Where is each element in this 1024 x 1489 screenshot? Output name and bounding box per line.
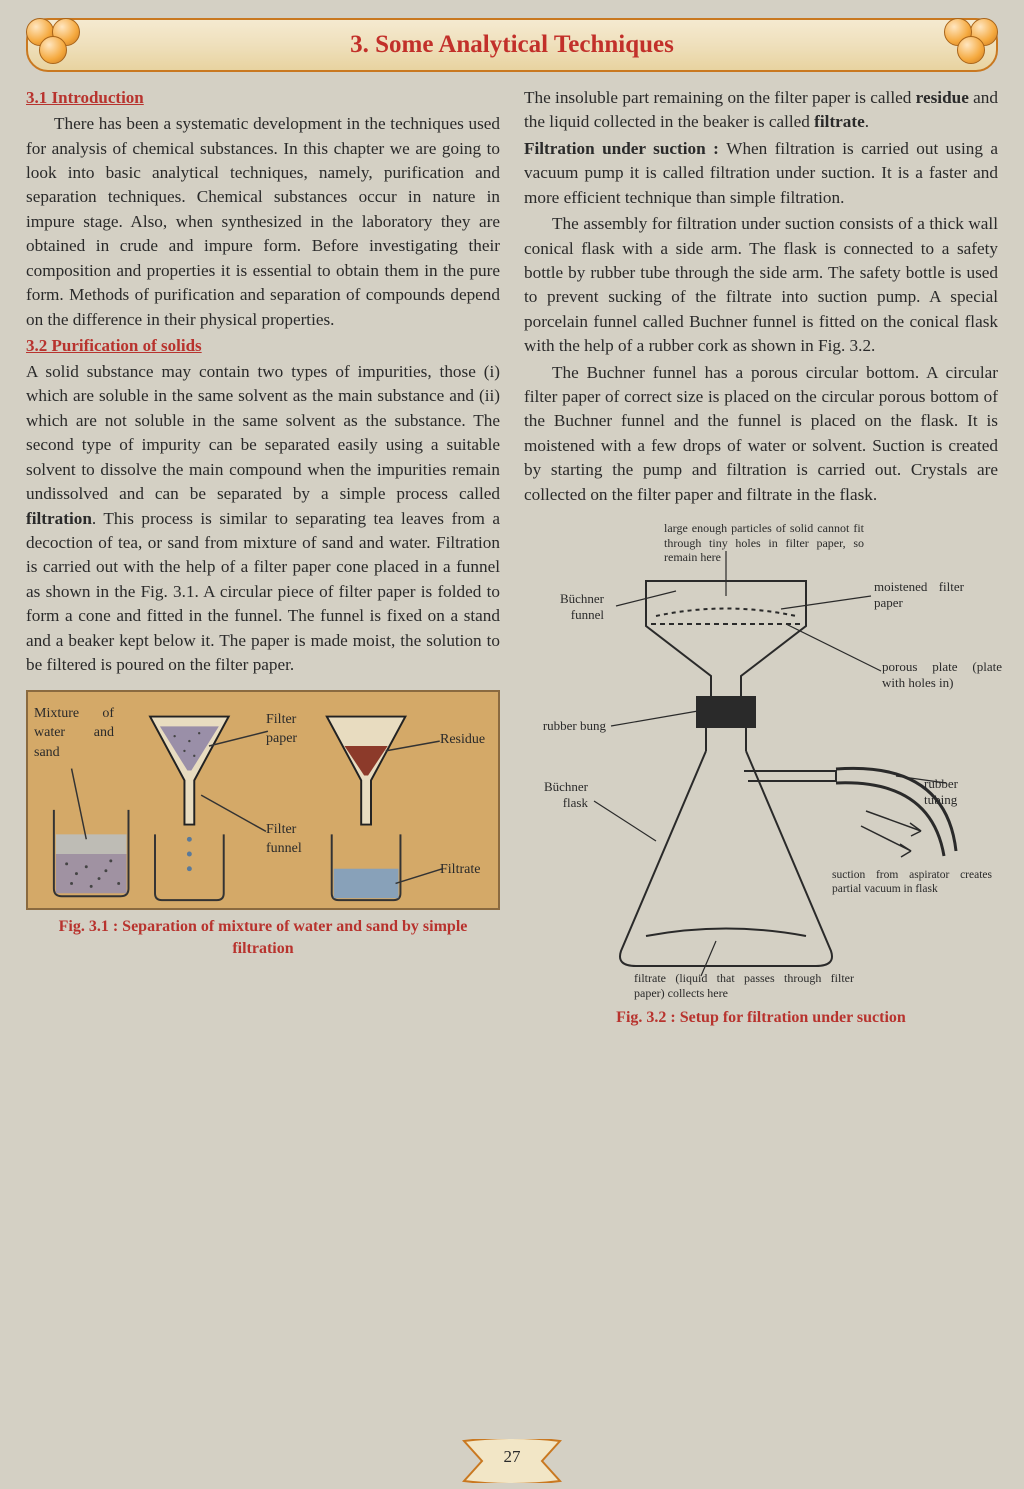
section-3-1-heading: 3.1 Introduction xyxy=(26,86,500,110)
fig32-label-suction-note: suction from aspirator creates partial v… xyxy=(832,869,992,897)
section-3-2-paragraph: A solid substance may contain two types … xyxy=(26,360,500,677)
decoration-bubbles-left xyxy=(22,12,102,62)
right-column: The insoluble part remaining on the filt… xyxy=(524,86,998,1030)
fig31-label-filter-paper: Filter paper xyxy=(266,710,326,750)
fig31-label-residue: Residue xyxy=(440,730,485,750)
term-filtration-under-suction: Filtration under suction : xyxy=(524,139,726,158)
fig31-label-filtrate: Filtrate xyxy=(440,860,480,880)
text: A solid substance may contain two types … xyxy=(26,362,500,503)
term-residue: residue xyxy=(916,88,969,107)
figure-3-1: Mixture of water and sand Filter paper F… xyxy=(26,690,500,910)
page-number-badge: 27 xyxy=(462,1439,562,1483)
col2-para-4: The Buchner funnel has a porous circular… xyxy=(524,361,998,508)
col2-para-2: Filtration under suction : When filtrati… xyxy=(524,137,998,210)
body-columns: 3.1 Introduction There has been a system… xyxy=(26,86,998,1030)
fig31-label-filter-funnel: Filter funnel xyxy=(266,820,326,860)
text: . This process is similar to separating … xyxy=(26,509,500,675)
fig32-label-moist-paper: moistened filter paper xyxy=(874,579,964,610)
figure-3-1-caption: Fig. 3.1 : Separation of mixture of wate… xyxy=(26,916,500,961)
fig32-label-filtrate-note: filtrate (liquid that passes through fil… xyxy=(634,971,854,1000)
col2-para-1: The insoluble part remaining on the filt… xyxy=(524,86,998,135)
fig32-label-porous-plate: porous plate (plate with holes in) xyxy=(882,659,1002,690)
section-3-1-paragraph: There has been a systematic development … xyxy=(26,112,500,332)
fig32-label-buchner-flask: Büchner flask xyxy=(528,779,588,810)
decoration-bubbles-right xyxy=(922,12,1002,62)
chapter-title-banner: 3. Some Analytical Techniques xyxy=(26,18,998,72)
fig31-label-mixture: Mixture of water and sand xyxy=(34,704,114,764)
left-column: 3.1 Introduction There has been a system… xyxy=(26,86,500,1030)
chapter-title: 3. Some Analytical Techniques xyxy=(350,31,674,59)
fig32-label-particles-note: large enough particles of solid cannot f… xyxy=(664,521,864,564)
fig32-label-buchner-funnel: Büchner funnel xyxy=(534,591,604,622)
col2-para-3: The assembly for filtration under suctio… xyxy=(524,212,998,359)
term-filtrate: filtrate xyxy=(814,112,865,131)
figure-3-2: large enough particles of solid cannot f… xyxy=(524,521,998,1001)
figure-3-2-caption: Fig. 3.2 : Setup for filtration under su… xyxy=(524,1007,998,1030)
text: The insoluble part remaining on the filt… xyxy=(524,88,916,107)
section-3-2-heading: 3.2 Purification of solids xyxy=(26,334,500,358)
term-filtration: filtration xyxy=(26,509,92,528)
textbook-page: 3. Some Analytical Techniques 3.1 Introd… xyxy=(0,0,1024,1489)
fig32-label-rubber-tubing: rubber tubing xyxy=(924,776,994,807)
fig32-label-rubber-bung: rubber bung xyxy=(526,718,606,734)
page-number: 27 xyxy=(462,1447,562,1467)
text: . xyxy=(865,112,869,131)
